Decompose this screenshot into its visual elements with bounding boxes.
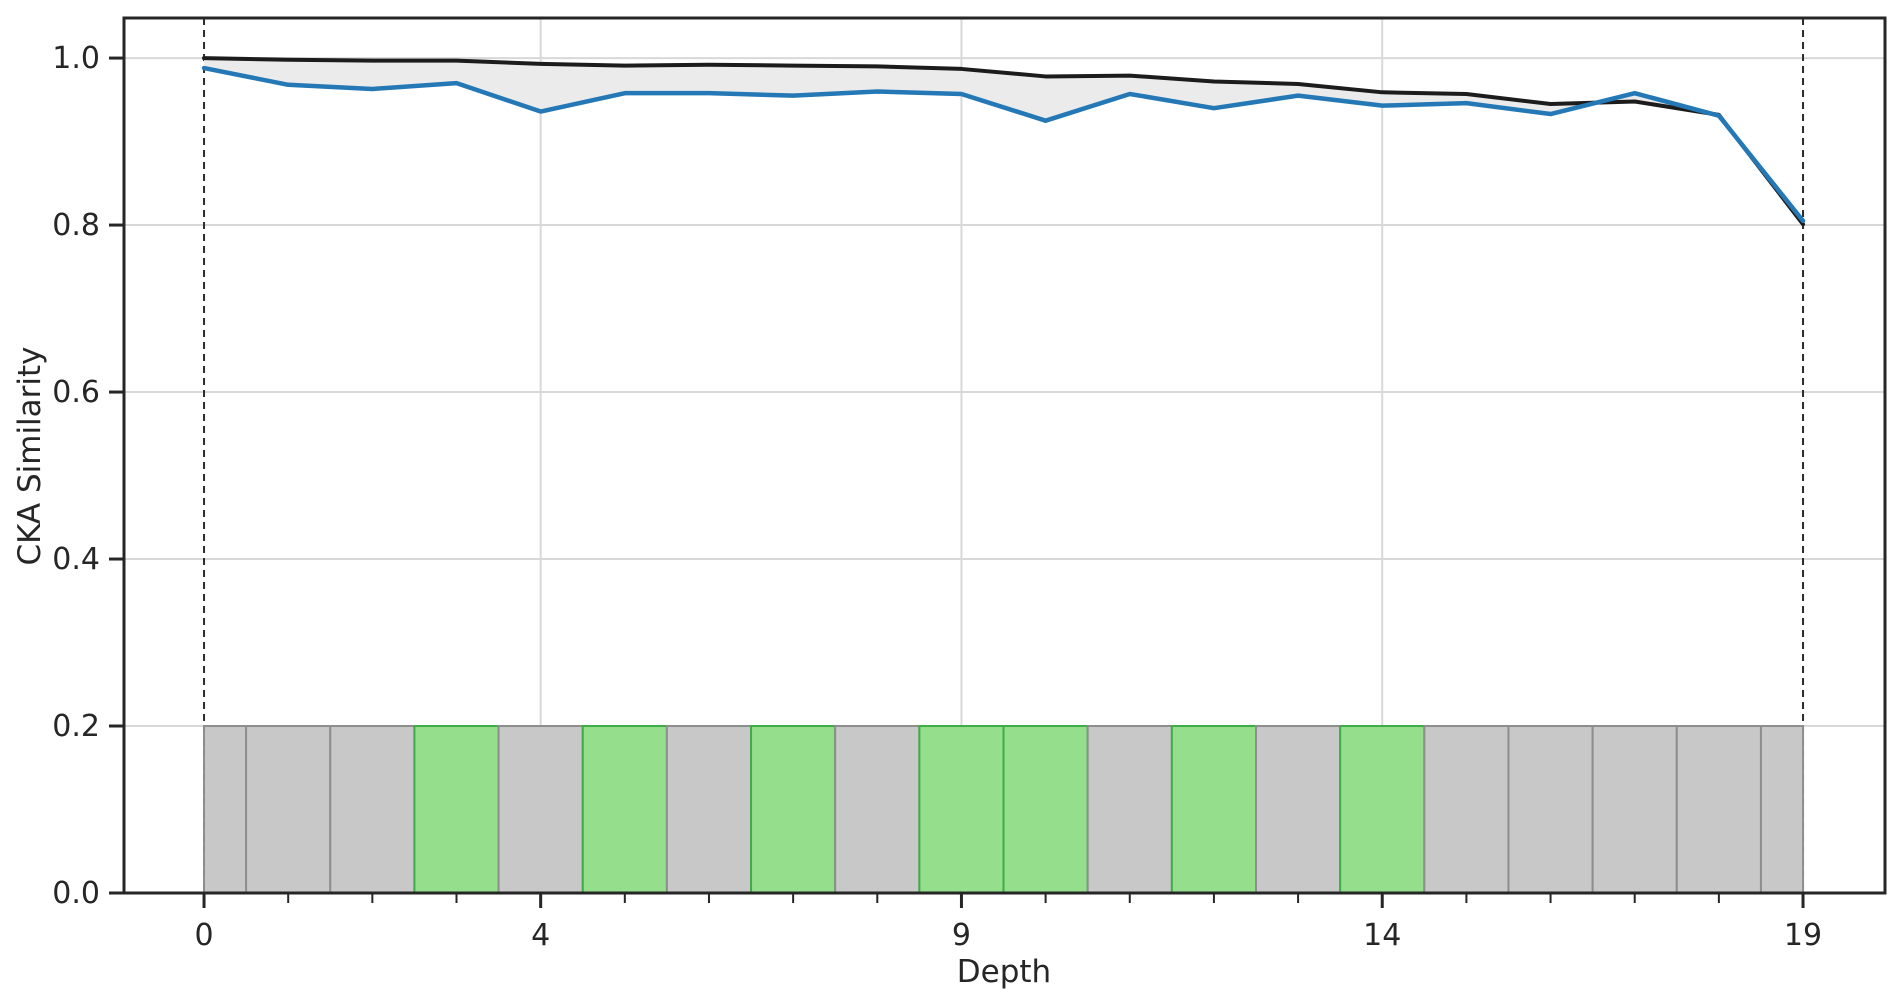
y-axis-label: CKA Similarity (12, 346, 48, 565)
y-tick-label: 0.6 (52, 375, 100, 410)
bar-gray (1086, 725, 1173, 894)
y-tick-label: 0.8 (52, 208, 100, 243)
x-tick-label: 0 (194, 918, 213, 953)
bar-gray (1591, 725, 1678, 894)
fill-between-layer (204, 58, 1804, 225)
bar-gray (834, 725, 921, 894)
y-tick-label: 0.4 (52, 542, 100, 577)
bar-green (1339, 725, 1426, 894)
fill-between-region (204, 58, 1804, 225)
bar-green (413, 725, 500, 894)
bar-gray (1759, 725, 1805, 894)
bars-layer (203, 725, 1805, 894)
bar-gray (497, 725, 584, 894)
bar-gray (329, 725, 416, 894)
x-tick-label: 14 (1363, 918, 1401, 953)
bar-gray (203, 725, 248, 894)
axes-layer: 0 4 9 14 19 0.0 0.2 0.4 0.6 0.8 1.0 (52, 16, 1887, 953)
blue_line (201, 65, 1806, 224)
y-tick-label: 0.2 (52, 709, 100, 744)
bar-gray (1423, 725, 1510, 894)
x-tick-label: 4 (531, 918, 550, 953)
bar-green (750, 725, 837, 894)
bar-gray (245, 725, 332, 894)
dashed-vlines-layer (203, 18, 1805, 893)
bar-gray (1675, 725, 1762, 894)
bar-green (1170, 725, 1258, 894)
y-tick-label: 1.0 (52, 41, 100, 76)
bar-green (581, 725, 668, 894)
x-axis-label: Depth (957, 954, 1051, 990)
bar-gray (1255, 725, 1342, 894)
x-tick-label: 19 (1784, 918, 1822, 953)
bar-gray (1507, 725, 1594, 894)
bar-green (918, 725, 1005, 894)
black_line (202, 56, 1806, 227)
bar-gray (665, 725, 753, 894)
y-tick-label: 0.0 (52, 876, 100, 911)
plot-border (122, 16, 1887, 895)
x-tick-label: 9 (952, 918, 971, 953)
series-lines-layer (201, 56, 1806, 227)
bar-green (1002, 725, 1089, 894)
